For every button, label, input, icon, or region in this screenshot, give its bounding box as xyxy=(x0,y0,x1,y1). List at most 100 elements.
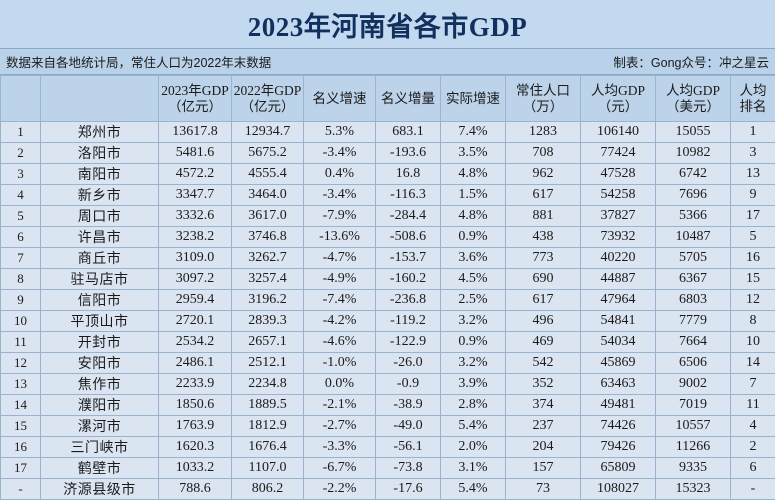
cell-index: 9 xyxy=(0,289,41,311)
cell-population: 542 xyxy=(505,352,581,374)
cell-real-growth: 0.9% xyxy=(440,331,506,353)
table-row: 14 濮阳市 1850.6 1889.5 -2.1% -38.9 2.8% 374 49481 7… xyxy=(0,394,775,416)
cell-index: 12 xyxy=(0,352,41,374)
cell-percapita-cny: 54258 xyxy=(580,184,656,206)
cell-gdp-2023: 2534.2 xyxy=(158,331,232,353)
cell-real-growth: 0.9% xyxy=(440,226,506,248)
cell-percapita-rank: 7 xyxy=(730,373,775,395)
cell-percapita-rank: 5 xyxy=(730,226,775,248)
cell-percapita-rank: 2 xyxy=(730,436,775,458)
cell-city: 郑州市 xyxy=(40,121,159,143)
header-cell-nominal-increment: 名义增量 xyxy=(375,75,441,122)
table-row: 1 郑州市 13617.8 12934.7 5.3% 683.1 7.4% 1283 10614… xyxy=(0,121,775,143)
cell-gdp-2022: 1812.9 xyxy=(231,415,304,437)
cell-percapita-cny: 54841 xyxy=(580,310,656,332)
cell-gdp-2023: 5481.6 xyxy=(158,142,232,164)
cell-gdp-2023: 3332.6 xyxy=(158,205,232,227)
cell-percapita-rank: 1 xyxy=(730,121,775,143)
cell-index: 15 xyxy=(0,415,41,437)
cell-nominal-growth: -3.3% xyxy=(303,436,376,458)
cell-city: 鹤壁市 xyxy=(40,457,159,479)
cell-percapita-cny: 73932 xyxy=(580,226,656,248)
table-row: 5 周口市 3332.6 3617.0 -7.9% -284.4 4.8% 881 37827 5… xyxy=(0,205,775,227)
cell-real-growth: 2.5% xyxy=(440,289,506,311)
cell-nominal-increment: -160.2 xyxy=(375,268,441,290)
cell-city: 信阳市 xyxy=(40,289,159,311)
cell-index: 17 xyxy=(0,457,41,479)
cell-gdp-2022: 806.2 xyxy=(231,478,304,500)
cell-population: 617 xyxy=(505,289,581,311)
cell-percapita-usd: 5366 xyxy=(655,205,731,227)
cell-real-growth: 4.5% xyxy=(440,268,506,290)
cell-gdp-2022: 1107.0 xyxy=(231,457,304,479)
cell-percapita-cny: 74426 xyxy=(580,415,656,437)
cell-nominal-growth: -2.2% xyxy=(303,478,376,500)
data-source-note: 数据来自各地统计局，常住人口为2022年末数据 xyxy=(6,56,272,70)
cell-gdp-2022: 3746.8 xyxy=(231,226,304,248)
cell-index: 5 xyxy=(0,205,41,227)
cell-index: 3 xyxy=(0,163,41,185)
table-row: 2 洛阳市 5481.6 5675.2 -3.4% -193.6 3.5% 708 77424 1… xyxy=(0,142,775,164)
cell-percapita-usd: 6742 xyxy=(655,163,731,185)
cell-gdp-2022: 1889.5 xyxy=(231,394,304,416)
header-line1: 人均GDP xyxy=(590,82,645,98)
cell-nominal-increment: -56.1 xyxy=(375,436,441,458)
header-cell-nominal-growth: 名义增速 xyxy=(303,75,376,122)
page-title: 2023年河南省各市GDP xyxy=(247,11,528,42)
cell-nominal-increment: 683.1 xyxy=(375,121,441,143)
cell-real-growth: 3.5% xyxy=(440,142,506,164)
cell-real-growth: 3.2% xyxy=(440,352,506,374)
cell-population: 1283 xyxy=(505,121,581,143)
cell-gdp-2023: 1763.9 xyxy=(158,415,232,437)
cell-population: 237 xyxy=(505,415,581,437)
cell-nominal-increment: -73.8 xyxy=(375,457,441,479)
cell-percapita-rank: 8 xyxy=(730,310,775,332)
cell-percapita-cny: 47528 xyxy=(580,163,656,185)
cell-percapita-cny: 40220 xyxy=(580,247,656,269)
cell-nominal-growth: -13.6% xyxy=(303,226,376,248)
header-cell-gdp-2022: 2022年GDP （亿元） xyxy=(231,75,304,122)
cell-nominal-increment: -0.9 xyxy=(375,373,441,395)
cell-nominal-increment: -236.8 xyxy=(375,289,441,311)
cell-percapita-cny: 65809 xyxy=(580,457,656,479)
cell-percapita-rank: 15 xyxy=(730,268,775,290)
header-line2: （万） xyxy=(522,98,564,114)
header-cell-percapita-cny: 人均GDP （元） xyxy=(580,75,656,122)
cell-nominal-increment: -122.9 xyxy=(375,331,441,353)
header-cell-population: 常住人口 （万） xyxy=(505,75,581,122)
cell-real-growth: 3.6% xyxy=(440,247,506,269)
cell-percapita-usd: 6803 xyxy=(655,289,731,311)
cell-nominal-growth: -2.1% xyxy=(303,394,376,416)
cell-gdp-2023: 1850.6 xyxy=(158,394,232,416)
cell-percapita-rank: 10 xyxy=(730,331,775,353)
table-body: 1 郑州市 13617.8 12934.7 5.3% 683.1 7.4% 1283 10614… xyxy=(0,121,775,500)
cell-population: 73 xyxy=(505,478,581,500)
cell-population: 438 xyxy=(505,226,581,248)
cell-population: 881 xyxy=(505,205,581,227)
cell-gdp-2022: 3196.2 xyxy=(231,289,304,311)
cell-real-growth: 7.4% xyxy=(440,121,506,143)
cell-nominal-growth: -6.7% xyxy=(303,457,376,479)
cell-gdp-2022: 2839.3 xyxy=(231,310,304,332)
cell-city: 南阳市 xyxy=(40,163,159,185)
header-line1: 实际增速 xyxy=(446,90,500,106)
cell-percapita-cny: 108027 xyxy=(580,478,656,500)
cell-gdp-2023: 2233.9 xyxy=(158,373,232,395)
cell-nominal-increment: -508.6 xyxy=(375,226,441,248)
header-cell-percapita-usd: 人均GDP （美元） xyxy=(655,75,731,122)
cell-percapita-cny: 54034 xyxy=(580,331,656,353)
cell-gdp-2023: 3238.2 xyxy=(158,226,232,248)
cell-population: 708 xyxy=(505,142,581,164)
cell-index: 4 xyxy=(0,184,41,206)
cell-nominal-growth: -2.7% xyxy=(303,415,376,437)
cell-percapita-usd: 7779 xyxy=(655,310,731,332)
cell-percapita-cny: 47964 xyxy=(580,289,656,311)
cell-nominal-growth: 0.4% xyxy=(303,163,376,185)
gdp-table: 2023年GDP （亿元） 2022年GDP （亿元） 名义增速 名义增量 实际… xyxy=(0,75,775,500)
table-row: 12 安阳市 2486.1 2512.1 -1.0% -26.0 3.2% 542 45869 6… xyxy=(0,352,775,374)
header-cell-real-growth: 实际增速 xyxy=(440,75,506,122)
cell-percapita-cny: 79426 xyxy=(580,436,656,458)
cell-percapita-usd: 10557 xyxy=(655,415,731,437)
cell-nominal-growth: -4.2% xyxy=(303,310,376,332)
cell-population: 962 xyxy=(505,163,581,185)
